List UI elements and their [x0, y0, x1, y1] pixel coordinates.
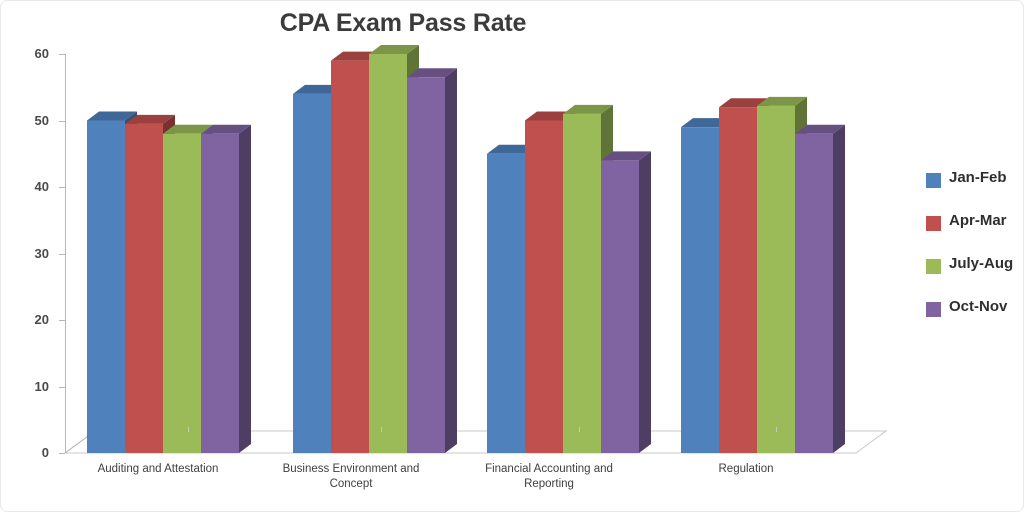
y-axis-tick-mark — [59, 386, 65, 388]
chart-title: CPA Exam Pass Rate — [1, 9, 1023, 38]
bar-oct-nov-3[interactable] — [601, 151, 651, 453]
y-axis-tick-mark — [59, 54, 65, 55]
bar-oct-nov-2[interactable] — [407, 68, 457, 454]
y-axis-tick-label: 50 — [34, 112, 49, 128]
chart-legend: Jan-Feb Apr-Mar July-Aug Oct-Nov — [919, 167, 1023, 339]
y-axis-tick-mark — [59, 187, 65, 188]
y-axis-tick-mark — [59, 253, 65, 255]
y-axis-tick-label: 10 — [34, 378, 49, 394]
bar-oct-nov-4[interactable] — [795, 124, 845, 454]
bar-oct-nov-1[interactable] — [201, 124, 251, 454]
x-axis-category-label: Auditing and Attestation — [97, 463, 219, 475]
legend-swatch-icon — [926, 302, 941, 317]
y-axis-tick-mark — [59, 453, 65, 454]
chart-title-text: CPA Exam Pass Rate — [279, 9, 527, 37]
legend-swatch-icon — [926, 259, 941, 274]
x-axis-tick-mark — [381, 427, 382, 432]
y-axis-tick-label: 20 — [34, 312, 49, 327]
legend-item-oct-nov[interactable]: Oct-Nov — [919, 296, 1023, 339]
y-axis-tick-mark — [59, 120, 65, 122]
y-axis-tick-label: 40 — [34, 179, 49, 194]
legend-item-label: Apr-Mar — [949, 212, 1007, 229]
x-axis-tick-mark — [776, 427, 777, 432]
x-axis-tick-mark — [579, 427, 580, 432]
legend-item-label: July-Aug — [949, 255, 1014, 272]
legend-item-apr-mar[interactable]: Apr-Mar — [919, 210, 1023, 253]
y-axis-line — [65, 54, 66, 453]
y-axis-tick-label: 60 — [34, 46, 49, 61]
legend-item-jan-feb[interactable]: Jan-Feb — [919, 167, 1023, 210]
y-axis-tick-label: 30 — [34, 245, 49, 261]
x-axis-tick-mark — [188, 427, 189, 432]
legend-item-label: Oct-Nov — [949, 298, 1008, 315]
x-axis-category-label: Business Environment and Concept — [282, 463, 420, 490]
legend-item-july-aug[interactable]: July-Aug — [919, 253, 1023, 296]
x-axis-category-label: Financial Accounting and Reporting — [485, 463, 613, 490]
legend-swatch-icon — [926, 216, 941, 231]
legend-swatch-icon — [926, 173, 941, 188]
legend-item-label: Jan-Feb — [949, 169, 1007, 186]
x-axis-category-label: Regulation — [718, 463, 774, 475]
y-axis-tick-mark — [59, 320, 65, 321]
y-axis-tick-label: 0 — [41, 445, 49, 460]
